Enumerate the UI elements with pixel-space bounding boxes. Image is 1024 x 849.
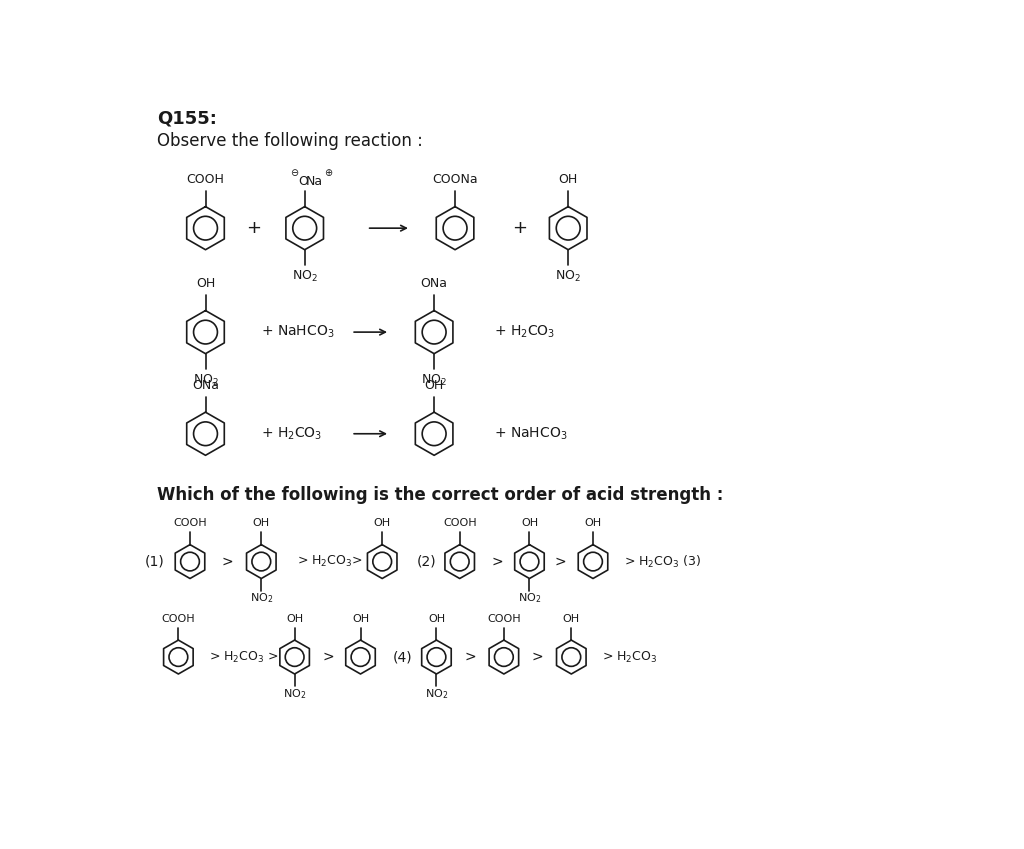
Text: ⊕: ⊕ bbox=[324, 168, 332, 177]
Text: Observe the following reaction :: Observe the following reaction : bbox=[158, 132, 423, 150]
Text: OH: OH bbox=[425, 379, 443, 391]
Text: OH: OH bbox=[585, 518, 601, 528]
Text: Na: Na bbox=[306, 176, 324, 188]
Text: + H$_2$CO$_3$: + H$_2$CO$_3$ bbox=[494, 324, 555, 340]
Text: ONa: ONa bbox=[421, 277, 447, 290]
Text: ⊖: ⊖ bbox=[290, 168, 298, 177]
Text: OH: OH bbox=[558, 173, 578, 186]
Text: >: > bbox=[323, 650, 334, 664]
Text: COOH: COOH bbox=[186, 173, 224, 186]
Text: NO$_2$: NO$_2$ bbox=[518, 592, 541, 605]
Text: COOH: COOH bbox=[443, 518, 476, 528]
Text: >: > bbox=[531, 650, 543, 664]
Text: NO$_2$: NO$_2$ bbox=[292, 269, 317, 284]
Text: >: > bbox=[492, 554, 503, 569]
Text: Which of the following is the correct order of acid strength :: Which of the following is the correct or… bbox=[158, 486, 724, 504]
Text: OH: OH bbox=[374, 518, 391, 528]
Text: NO$_2$: NO$_2$ bbox=[283, 687, 306, 701]
Text: > H$_2$CO$_3$ >: > H$_2$CO$_3$ > bbox=[209, 649, 279, 665]
Text: +: + bbox=[512, 219, 527, 237]
Text: COONa: COONa bbox=[432, 173, 478, 186]
Text: ONa: ONa bbox=[193, 379, 219, 391]
Text: + NaHCO$_3$: + NaHCO$_3$ bbox=[261, 324, 335, 340]
Text: NO$_2$: NO$_2$ bbox=[193, 373, 218, 388]
Text: (4): (4) bbox=[393, 650, 413, 664]
Text: + NaHCO$_3$: + NaHCO$_3$ bbox=[494, 425, 567, 442]
Text: OH: OH bbox=[352, 614, 369, 623]
Text: COOH: COOH bbox=[162, 614, 196, 623]
Text: OH: OH bbox=[286, 614, 303, 623]
Text: OH: OH bbox=[521, 518, 538, 528]
Text: COOH: COOH bbox=[487, 614, 520, 623]
Text: NO$_2$: NO$_2$ bbox=[250, 592, 273, 605]
Text: >: > bbox=[555, 554, 566, 569]
Text: OH: OH bbox=[253, 518, 270, 528]
Text: >: > bbox=[465, 650, 476, 664]
Text: NO$_2$: NO$_2$ bbox=[425, 687, 449, 701]
Text: COOH: COOH bbox=[173, 518, 207, 528]
Text: NO$_2$: NO$_2$ bbox=[555, 269, 582, 284]
Text: NO$_2$: NO$_2$ bbox=[421, 373, 447, 388]
Text: OH: OH bbox=[428, 614, 445, 623]
Text: + H$_2$CO$_3$: + H$_2$CO$_3$ bbox=[261, 425, 323, 442]
Text: OH: OH bbox=[563, 614, 580, 623]
Text: > H$_2$CO$_3$ (3): > H$_2$CO$_3$ (3) bbox=[624, 554, 701, 570]
Text: +: + bbox=[246, 219, 261, 237]
Text: (2): (2) bbox=[417, 554, 436, 569]
Text: (1): (1) bbox=[145, 554, 165, 569]
Text: >: > bbox=[221, 554, 233, 569]
Text: OH: OH bbox=[196, 277, 215, 290]
Text: > H$_2$CO$_3$: > H$_2$CO$_3$ bbox=[602, 649, 657, 665]
Text: Q155:: Q155: bbox=[158, 109, 217, 127]
Text: > H$_2$CO$_3$>: > H$_2$CO$_3$> bbox=[297, 554, 362, 569]
Text: O: O bbox=[298, 176, 308, 188]
